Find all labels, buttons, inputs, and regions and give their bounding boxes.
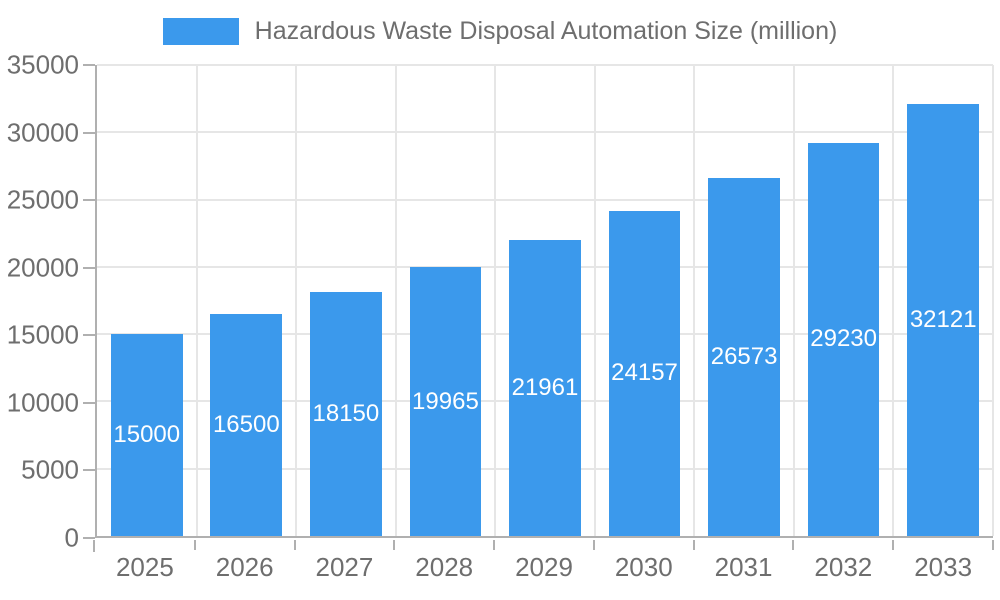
v-gridline — [494, 65, 497, 536]
y-tick — [83, 469, 95, 472]
bar-2026[interactable]: 16500 — [210, 313, 283, 536]
x-tick — [892, 540, 895, 550]
h-gridline — [97, 198, 993, 201]
legend[interactable]: Hazardous Waste Disposal Automation Size… — [0, 14, 1000, 48]
h-gridline — [97, 64, 993, 66]
x-tick — [93, 540, 95, 552]
v-gridline — [593, 65, 596, 536]
v-gridline — [693, 65, 696, 536]
y-tick — [83, 199, 95, 202]
x-tick — [792, 540, 795, 550]
x-tick-label: 2027 — [315, 552, 374, 582]
v-gridline — [992, 65, 994, 536]
legend-label: Hazardous Waste Disposal Automation Size… — [254, 16, 838, 45]
v-gridline — [394, 65, 397, 536]
v-gridline — [295, 65, 298, 536]
y-tick-label: 10000 — [6, 387, 79, 418]
x-tick — [393, 540, 396, 550]
y-tick — [83, 64, 95, 66]
bar-2028[interactable]: 19965 — [409, 267, 482, 536]
x-tick — [992, 540, 994, 550]
v-gridline — [892, 65, 895, 536]
bar-2025[interactable]: 15000 — [110, 334, 183, 536]
bar-value-label: 19965 — [412, 387, 479, 415]
y-tick-label: 15000 — [6, 319, 79, 350]
bar-2030[interactable]: 24157 — [608, 210, 681, 536]
x-tick-label: 2031 — [714, 552, 773, 582]
x-tick — [692, 540, 695, 550]
x-tick-label: 2033 — [914, 552, 973, 582]
x-axis-labels: 2025 2026 2027 2028 2029 2030 2031 2032 2033 — [95, 552, 993, 588]
bar-2027[interactable]: 18150 — [310, 291, 382, 536]
y-tick — [83, 266, 95, 269]
bar-value-label: 32121 — [909, 305, 977, 333]
bar-value-label: 21961 — [511, 374, 579, 402]
y-tick — [83, 334, 95, 337]
y-ticks — [83, 64, 95, 539]
bar-value-label: 15000 — [113, 421, 181, 449]
y-tick-label: 30000 — [6, 117, 79, 148]
y-tick-label: 0 — [64, 522, 79, 553]
y-tick-label: 25000 — [6, 184, 79, 215]
legend-swatch — [162, 17, 239, 45]
plot-area: 15000 16500 18150 19965 21961 24157 26573 29230… — [95, 64, 994, 538]
x-tick-label: 2032 — [814, 552, 873, 582]
bar-2032[interactable]: 29230 — [807, 142, 880, 536]
x-tick-label: 2029 — [515, 552, 573, 582]
x-tick-label: 2030 — [614, 552, 673, 582]
v-gridline — [195, 65, 198, 536]
x-ticks — [93, 540, 994, 552]
bar-2033[interactable]: 32121 — [907, 103, 980, 536]
y-tick — [83, 131, 95, 134]
bar-value-label: 16500 — [212, 410, 280, 438]
x-tick-label: 2025 — [115, 552, 174, 582]
x-tick — [493, 540, 496, 550]
bar-2029[interactable]: 21961 — [509, 240, 581, 536]
x-tick — [193, 540, 196, 550]
y-tick — [83, 537, 95, 539]
bar-value-label: 26573 — [710, 343, 778, 371]
x-tick-label: 2026 — [215, 552, 274, 582]
y-tick-label: 35000 — [6, 49, 79, 80]
y-tick — [83, 401, 95, 404]
bar-value-label: 24157 — [611, 359, 678, 387]
h-gridline — [97, 131, 993, 134]
bar-2031[interactable]: 26573 — [708, 178, 780, 536]
bar-value-label: 29230 — [810, 325, 878, 353]
y-tick-label: 20000 — [6, 252, 79, 283]
x-tick — [592, 540, 595, 550]
y-tick-label: 5000 — [21, 454, 79, 485]
v-gridline — [792, 65, 795, 536]
x-tick-label: 2028 — [415, 552, 474, 582]
y-axis-labels: 0 5000 10000 15000 20000 25000 30000 35000 — [0, 50, 79, 553]
bar-value-label: 18150 — [312, 399, 380, 427]
x-tick — [293, 540, 296, 550]
